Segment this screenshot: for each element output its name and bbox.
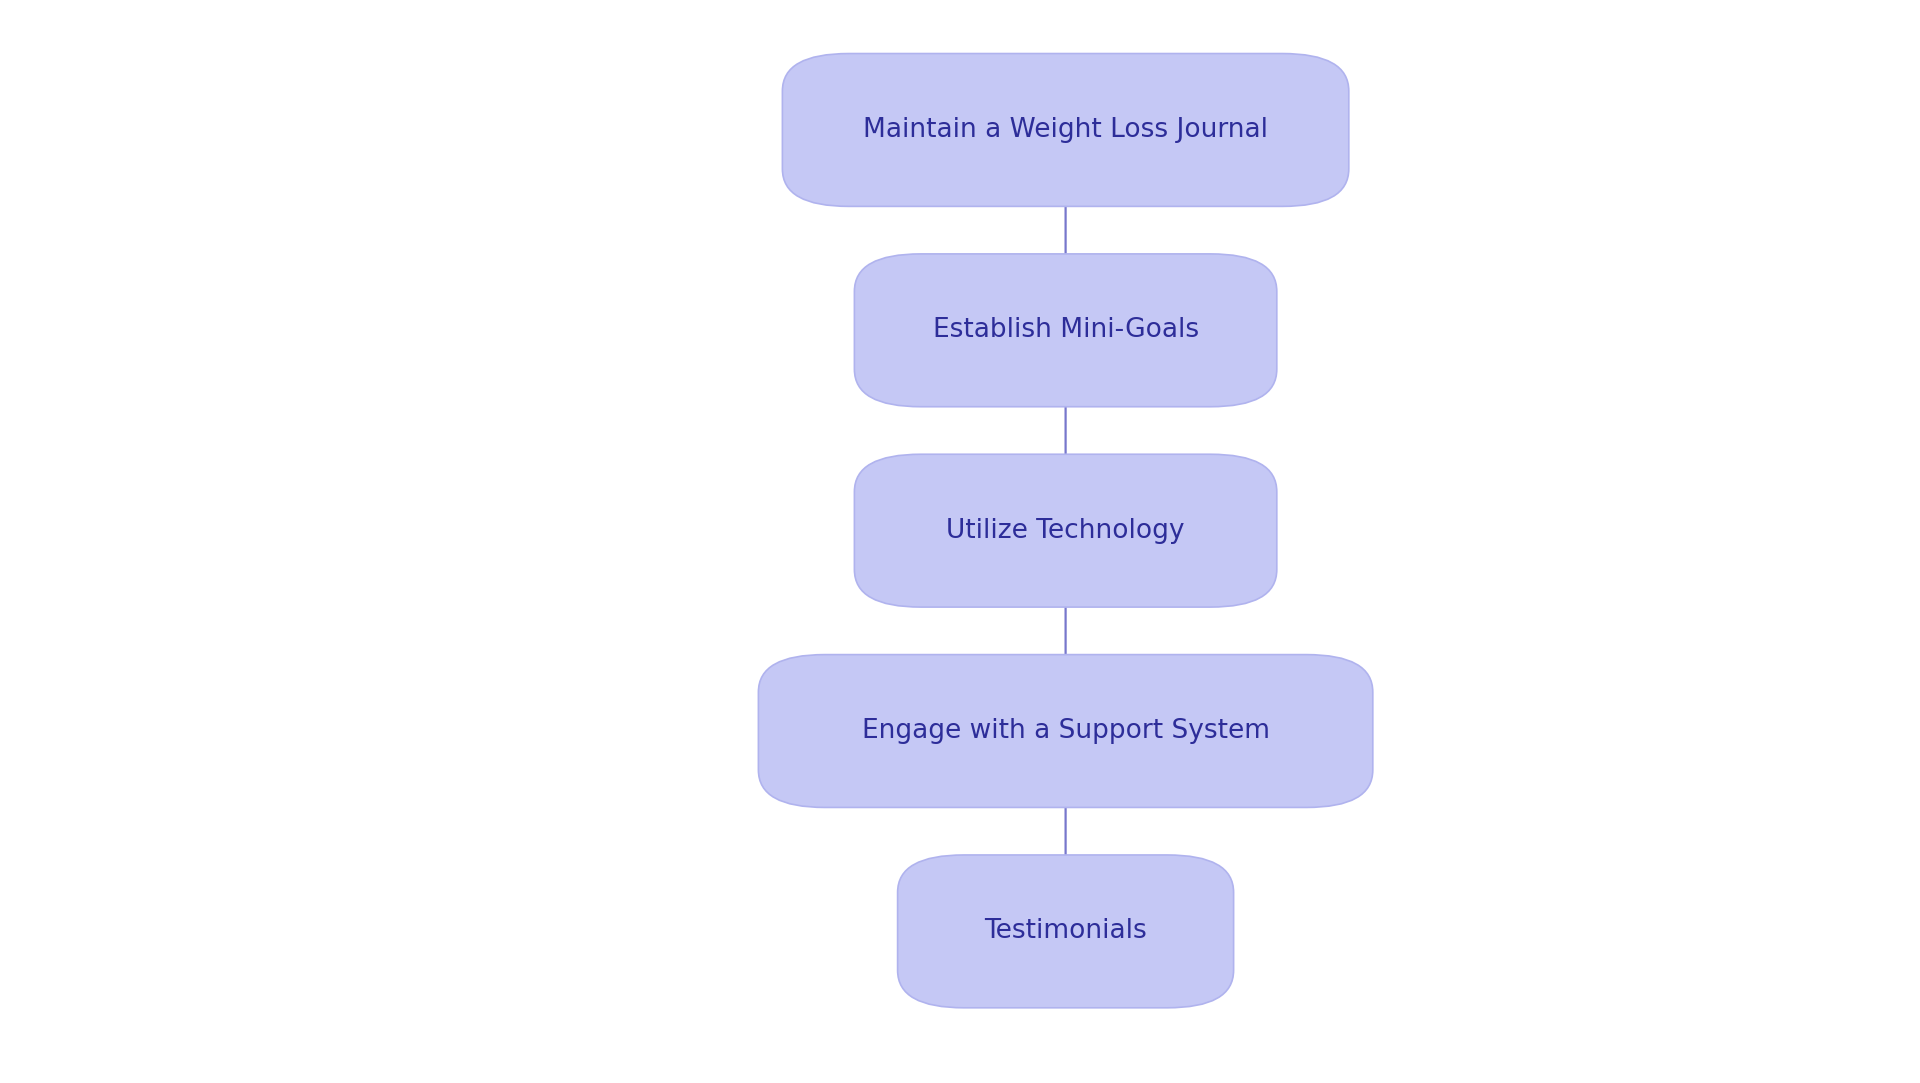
FancyBboxPatch shape xyxy=(854,253,1277,407)
Text: Maintain a Weight Loss Journal: Maintain a Weight Loss Journal xyxy=(864,117,1267,143)
Text: Utilize Technology: Utilize Technology xyxy=(947,518,1185,544)
FancyBboxPatch shape xyxy=(854,454,1277,608)
Text: Testimonials: Testimonials xyxy=(985,918,1146,944)
FancyBboxPatch shape xyxy=(899,854,1235,1008)
FancyBboxPatch shape xyxy=(758,654,1373,808)
Text: Engage with a Support System: Engage with a Support System xyxy=(862,718,1269,744)
Text: Establish Mini-Goals: Establish Mini-Goals xyxy=(933,317,1198,343)
FancyBboxPatch shape xyxy=(783,53,1350,207)
